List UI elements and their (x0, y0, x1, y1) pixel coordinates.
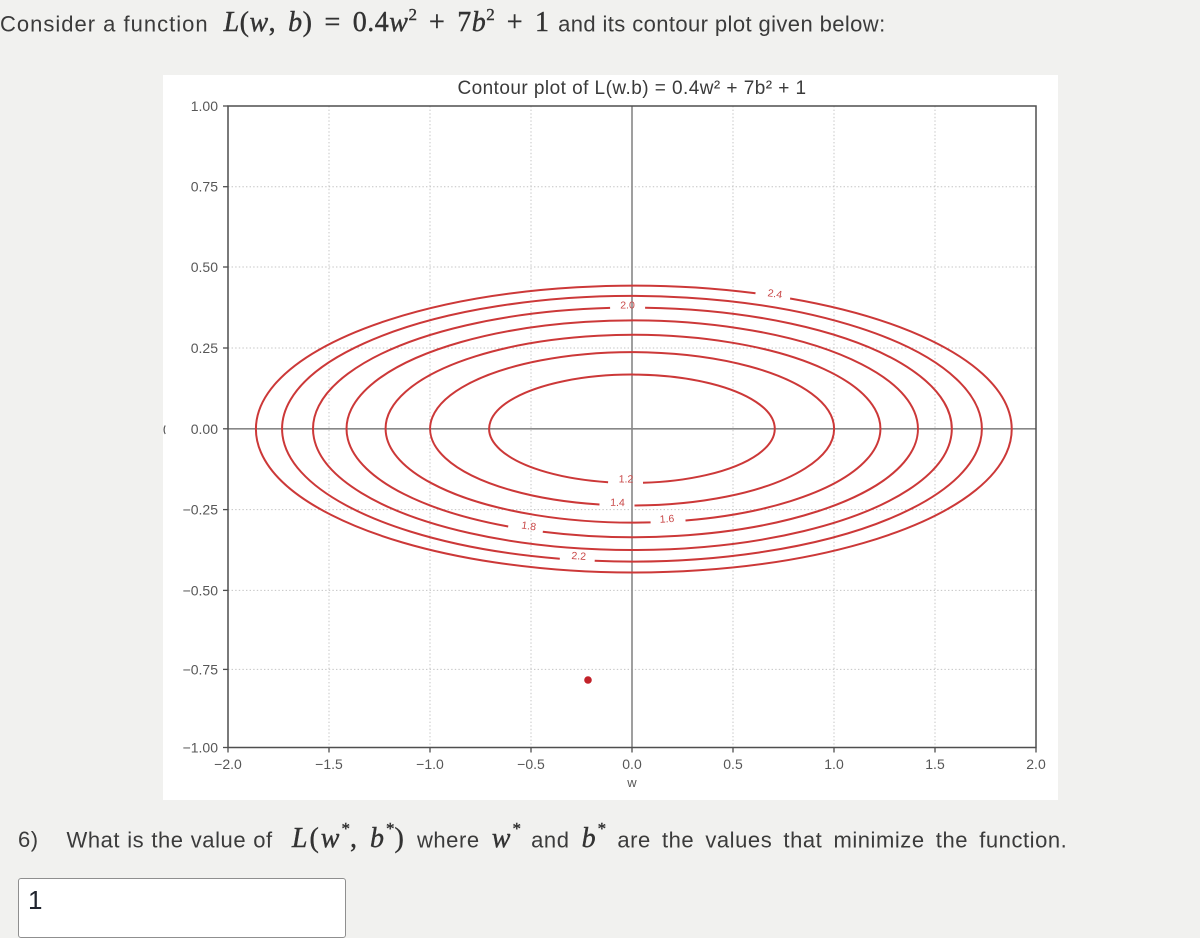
svg-text:2.4: 2.4 (767, 287, 783, 301)
svg-text:w: w (626, 775, 637, 790)
svg-text:0.25: 0.25 (191, 340, 218, 356)
svg-text:−0.5: −0.5 (517, 756, 545, 772)
svg-text:−0.25: −0.25 (183, 502, 219, 518)
svg-text:0.0: 0.0 (622, 756, 642, 772)
svg-text:1.4: 1.4 (610, 497, 625, 509)
svg-text:1.5: 1.5 (925, 756, 945, 772)
svg-text:2.0: 2.0 (1026, 756, 1046, 772)
svg-text:1.0: 1.0 (824, 756, 844, 772)
svg-text:Contour plot of L(w.b) = 0.4w²: Contour plot of L(w.b) = 0.4w² + 7b² + 1 (457, 78, 806, 99)
svg-text:1.8: 1.8 (521, 519, 537, 533)
svg-text:−2.0: −2.0 (214, 756, 242, 772)
svg-text:1.2: 1.2 (619, 473, 634, 485)
svg-text:1.00: 1.00 (191, 98, 218, 114)
svg-text:1.6: 1.6 (659, 513, 674, 526)
svg-text:−0.50: −0.50 (183, 582, 219, 598)
svg-text:−1.5: −1.5 (315, 756, 343, 772)
svg-text:−0.75: −0.75 (183, 661, 219, 677)
svg-text:−1.00: −1.00 (183, 740, 219, 756)
svg-text:0.75: 0.75 (191, 179, 218, 195)
svg-text:2.2: 2.2 (571, 550, 586, 563)
svg-text:0.00: 0.00 (191, 421, 218, 437)
svg-text:0.50: 0.50 (191, 259, 218, 275)
svg-text:−1.0: −1.0 (416, 756, 444, 772)
svg-text:0.5: 0.5 (723, 756, 743, 772)
svg-text:2.0: 2.0 (620, 300, 635, 312)
